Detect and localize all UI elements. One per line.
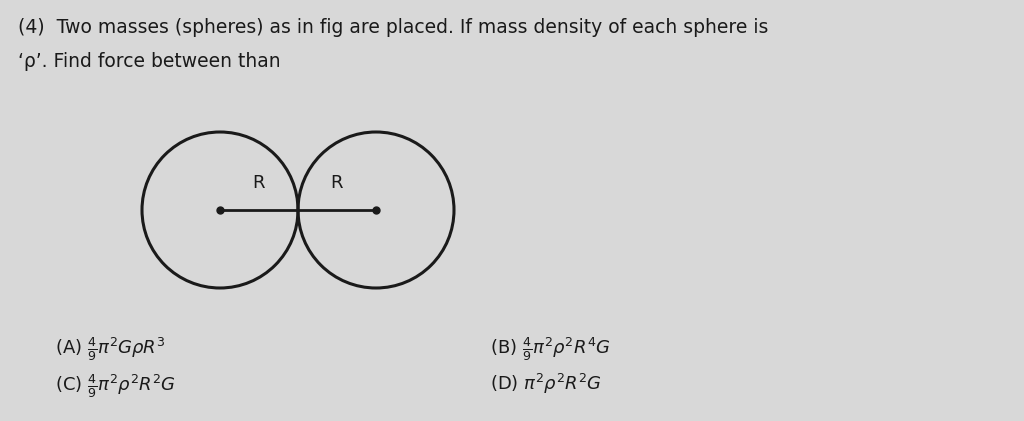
Text: (4)  Two masses (spheres) as in fig are placed. If mass density of each sphere i: (4) Two masses (spheres) as in fig are p… [18,18,768,37]
Text: (D) $\pi^2 \rho^2 R^2 G$: (D) $\pi^2 \rho^2 R^2 G$ [490,372,602,396]
Text: R: R [253,174,265,192]
Text: R: R [331,174,343,192]
Text: ‘ρ’. Find force between than: ‘ρ’. Find force between than [18,52,281,71]
Text: (C) $\frac{4}{9}\pi^2 \rho^2 R^2 G$: (C) $\frac{4}{9}\pi^2 \rho^2 R^2 G$ [55,372,176,400]
Text: (B) $\frac{4}{9}\pi^2 \rho^2 R^4 G$: (B) $\frac{4}{9}\pi^2 \rho^2 R^4 G$ [490,335,610,363]
Text: (A) $\frac{4}{9}\pi^2 G\rho R^3$: (A) $\frac{4}{9}\pi^2 G\rho R^3$ [55,335,166,363]
